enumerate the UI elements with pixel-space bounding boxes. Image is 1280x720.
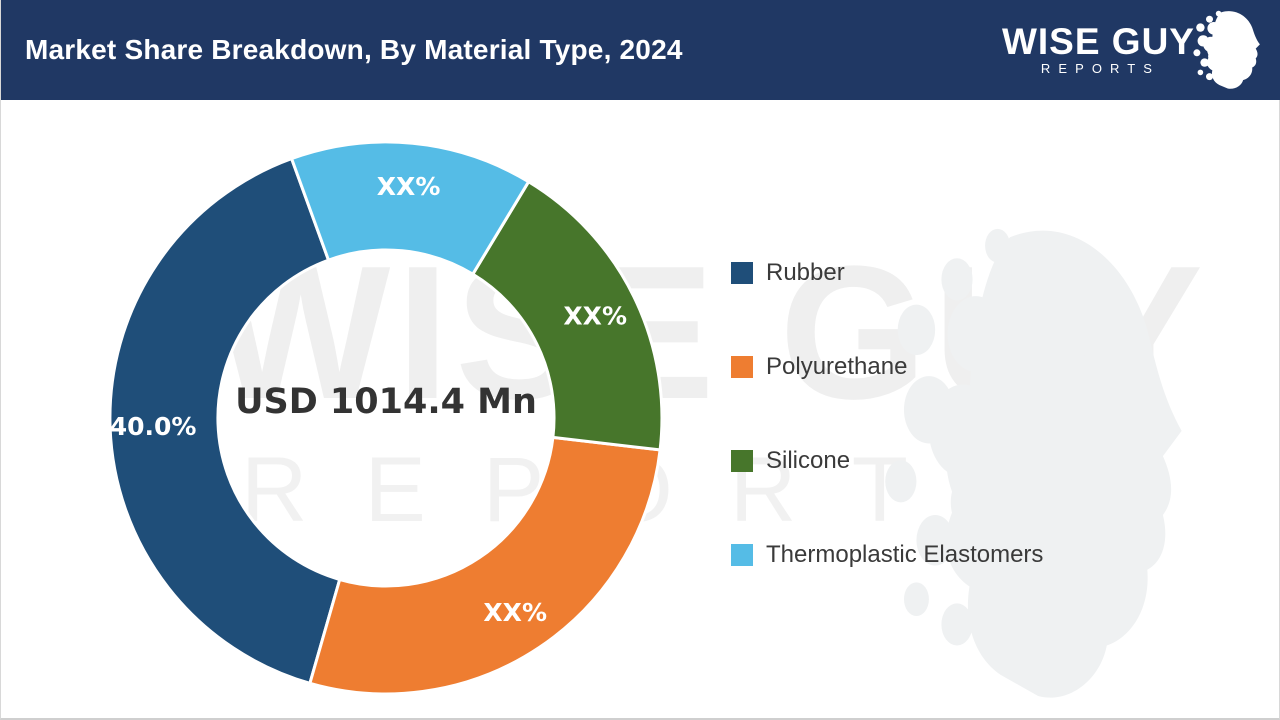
donut-segment-polyurethane bbox=[308, 435, 662, 696]
wiseguy-logo: WISE GUY REPORTS bbox=[1002, 8, 1263, 92]
wiseguy-face-icon bbox=[1193, 10, 1260, 89]
logo-reports-label: REPORTS bbox=[1040, 61, 1160, 76]
legend-item-polyurethane: Polyurethane bbox=[731, 354, 1043, 380]
donut-center-value: USD 1014.4 Mn bbox=[235, 382, 537, 422]
donut-segment-rubber bbox=[108, 157, 342, 685]
legend-swatch-polyurethane bbox=[731, 356, 753, 378]
donut-chart: 40.0% XX% XX% XX% bbox=[108, 140, 664, 696]
wiseguy-logo-text: WISE GUY REPORTS bbox=[1002, 23, 1195, 77]
header-bar: Market Share Breakdown, By Material Type… bbox=[1, 0, 1280, 100]
legend-item-thermoplastic-elastomers: Thermoplastic Elastomers bbox=[731, 542, 1043, 568]
legend-swatch-thermoplastic-elastomers bbox=[731, 544, 753, 566]
legend-swatch-silicone bbox=[731, 450, 753, 472]
donut-segment-silicone bbox=[471, 180, 664, 452]
legend-swatch-rubber bbox=[731, 262, 753, 284]
slice-label-silicone: XX% bbox=[563, 301, 627, 330]
logo-wise-guy-label: WISE GUY bbox=[1001, 21, 1195, 62]
slice-label-rubber: 40.0% bbox=[110, 412, 197, 441]
legend-label-polyurethane: Polyurethane bbox=[766, 353, 908, 380]
legend-label-rubber: Rubber bbox=[766, 259, 845, 286]
slice-label-polyurethane: XX% bbox=[483, 598, 547, 627]
legend-item-silicone: Silicone bbox=[731, 448, 1043, 474]
donut-segment-thermoplastic-elastomers bbox=[290, 140, 531, 276]
legend-item-rubber: Rubber bbox=[731, 260, 1043, 286]
legend-label-silicone: Silicone bbox=[766, 447, 851, 474]
slice-label-thermoplastic-elastomers: XX% bbox=[377, 172, 441, 201]
legend-label-thermoplastic-elastomers: Thermoplastic Elastomers bbox=[766, 541, 1044, 568]
page-title: Market Share Breakdown, By Material Type… bbox=[25, 34, 683, 65]
chart-legend: Rubber Polyurethane Silicone Thermoplastic … bbox=[731, 260, 1043, 568]
